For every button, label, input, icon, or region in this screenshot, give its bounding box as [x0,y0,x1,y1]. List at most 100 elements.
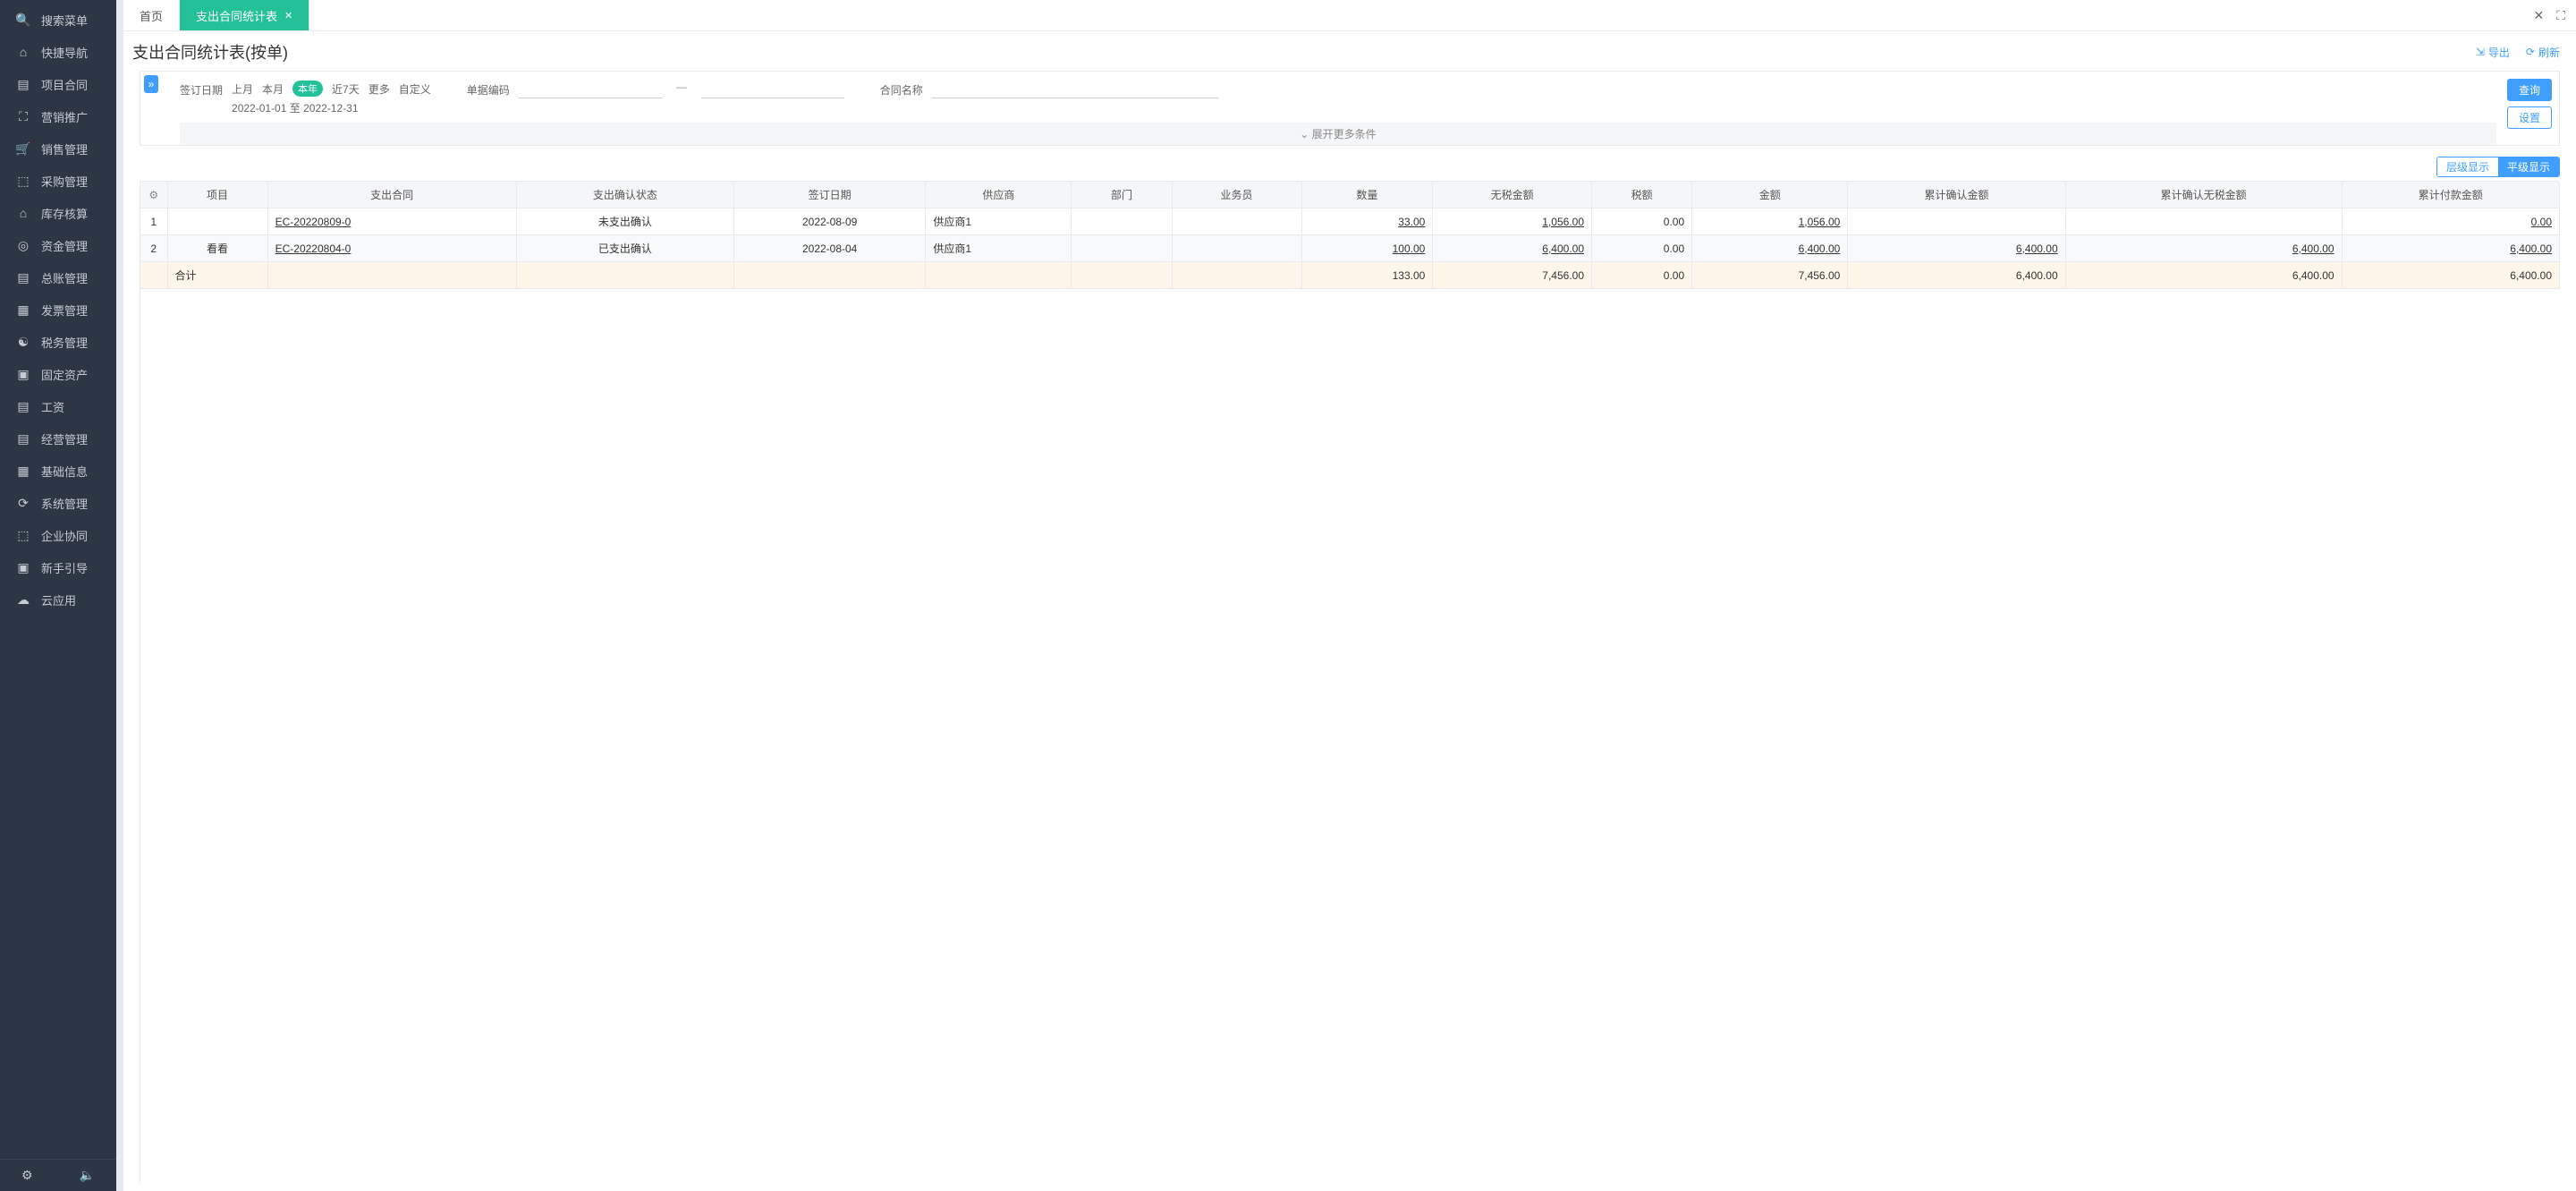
cell-noTax[interactable]: 1,056.00 [1433,208,1592,235]
query-button[interactable]: 查询 [2507,79,2552,101]
cell-link[interactable]: 6,400.00 [2016,242,2058,255]
salary-icon: ▤ [16,399,30,413]
preset-this-month[interactable]: 本月 [262,81,284,97]
table-col-5[interactable]: 供应商 [926,182,1072,208]
table-col-10[interactable]: 税额 [1592,182,1692,208]
tab-close-icon[interactable]: ✕ [284,10,292,21]
tab-home[interactable]: 首页 [123,0,180,30]
table-row[interactable]: 2看看EC-20220804-0已支出确认2022-08-04供应商1100.0… [140,235,2560,262]
refresh-button[interactable]: ⟳ 刷新 [2526,45,2560,60]
table-col-13[interactable]: 累计确认无税金额 [2065,182,2342,208]
cell-cumPaid[interactable]: 0.00 [2342,208,2559,235]
cell-qty[interactable]: 33.00 [1301,208,1433,235]
cell-link[interactable]: 0.00 [2531,216,2552,228]
preset-this-year[interactable]: 本年 [292,81,323,97]
sidebar-item-9[interactable]: ▦发票管理 [0,293,116,326]
settings-button[interactable]: 设置 [2507,106,2552,129]
sidebar-item-18[interactable]: ☁云应用 [0,583,116,616]
date-to: 2022-12-31 [303,102,358,115]
cell-cumConfirmNoTax[interactable]: 6,400.00 [2065,235,2342,262]
tab-active[interactable]: 支出合同统计表 ✕ [180,0,309,30]
fullscreen-icon[interactable]: ⛶ [2556,8,2565,23]
sidebar-item-16[interactable]: ⬚企业协同 [0,519,116,551]
cell-link[interactable]: 6,400.00 [1542,242,1584,255]
sidebar-item-1[interactable]: ⌂快捷导航 [0,36,116,68]
settings-icon[interactable]: ⚙ [21,1168,33,1183]
contract-name-input[interactable] [932,81,1218,98]
sidebar-item-3[interactable]: ⛶营销推广 [0,100,116,132]
cell-amount[interactable]: 6,400.00 [1692,235,1848,262]
date-from: 2022-01-01 [232,102,286,115]
cell-contract[interactable]: EC-20220809-0 [267,208,516,235]
view-layer[interactable]: 层级显示 [2437,157,2498,176]
table-col-11[interactable]: 金额 [1692,182,1848,208]
table-col-6[interactable]: 部门 [1072,182,1172,208]
table-wrap: ⚙ 项目支出合同支出确认状态签订日期供应商部门业务员数量无税金额税额金额累计确认金… [123,181,2576,1191]
sidebar-item-0[interactable]: 🔍搜索菜单 [0,4,116,36]
table-gear-icon[interactable]: ⚙ [148,189,158,201]
sidebar-item-14[interactable]: ▦基础信息 [0,455,116,487]
cell-link[interactable]: 1,056.00 [1799,216,1841,228]
cell-noTax[interactable]: 6,400.00 [1433,235,1592,262]
table-col-2[interactable]: 支出合同 [267,182,516,208]
preset-more[interactable]: 更多 [369,81,390,97]
sidebar-item-13[interactable]: ▤经营管理 [0,422,116,455]
cell-link[interactable]: 33.00 [1398,216,1425,228]
sidebar-item-4[interactable]: 🛒销售管理 [0,132,116,165]
filter-buttons: 查询 设置 [2507,72,2559,145]
filter-collapse-handle[interactable]: » [144,75,158,93]
sidebar-item-15[interactable]: ⟳系统管理 [0,487,116,519]
preset-custom[interactable]: 自定义 [399,81,431,97]
sidebar-item-7[interactable]: ◎资金管理 [0,229,116,261]
sidebar-item-10[interactable]: ☯税务管理 [0,326,116,358]
cell-qty[interactable]: 100.00 [1301,235,1433,262]
cell-link[interactable]: 1,056.00 [1542,216,1584,228]
collab-icon: ⬚ [16,528,30,542]
total-amount: 7,456.00 [1692,262,1848,289]
cell-tax: 0.00 [1592,235,1692,262]
preset-last-month[interactable]: 上月 [232,81,253,97]
export-button[interactable]: ⇲ 导出 [2476,45,2510,60]
cell-link[interactable]: 6,400.00 [2510,242,2552,255]
collapse-sound-icon[interactable]: 🔈 [80,1168,95,1183]
sidebar-item-label: 发票管理 [41,302,88,319]
table-col-1[interactable]: 项目 [167,182,267,208]
sidebar-collapse-strip[interactable] [116,0,123,1191]
cell-link[interactable]: 6,400.00 [1799,242,1841,255]
home-icon: ⌂ [16,45,30,59]
cell-cumPaid[interactable]: 6,400.00 [2342,235,2559,262]
table-col-0[interactable]: ⚙ [140,182,167,208]
sidebar-item-2[interactable]: ▤项目合同 [0,68,116,100]
bill-no-to-input[interactable] [701,81,844,98]
table-col-4[interactable]: 签订日期 [734,182,926,208]
table-col-14[interactable]: 累计付款金额 [2342,182,2559,208]
bill-no-from-input[interactable] [519,81,662,98]
filter-sign-date: 签订日期 上月 本月 本年 近7天 更多 自定义 2022- [180,81,431,115]
expand-more-conditions[interactable]: ⌄ 展开更多条件 [180,123,2496,145]
table-col-7[interactable]: 业务员 [1172,182,1301,208]
cell-link[interactable]: EC-20220809-0 [275,216,352,228]
table-col-9[interactable]: 无税金额 [1433,182,1592,208]
cell-link[interactable]: 100.00 [1393,242,1426,255]
preset-last7[interactable]: 近7天 [332,81,360,97]
sidebar-item-label: 税务管理 [41,334,88,351]
tab-close-all-icon[interactable]: ✕ [2533,8,2544,23]
cell-link[interactable]: 6,400.00 [2292,242,2334,255]
sidebar-item-5[interactable]: ⬚采购管理 [0,165,116,197]
cell-contract[interactable]: EC-20220804-0 [267,235,516,262]
table-col-8[interactable]: 数量 [1301,182,1433,208]
table-col-3[interactable]: 支出确认状态 [516,182,733,208]
cell-amount[interactable]: 1,056.00 [1692,208,1848,235]
cell-cumConfirm[interactable]: 6,400.00 [1848,235,2065,262]
sidebar-item-12[interactable]: ▤工资 [0,390,116,422]
sidebar-item-17[interactable]: ▣新手引导 [0,551,116,583]
view-flat[interactable]: 平级显示 [2498,157,2559,176]
sidebar-item-11[interactable]: ▣固定资产 [0,358,116,390]
sidebar-item-6[interactable]: ⌂库存核算 [0,197,116,229]
table-scroll[interactable]: ⚙ 项目支出合同支出确认状态签订日期供应商部门业务员数量无税金额税额金额累计确认金… [140,181,2560,1184]
table-col-12[interactable]: 累计确认金额 [1848,182,2065,208]
cell-link[interactable]: EC-20220804-0 [275,242,352,255]
sidebar-item-8[interactable]: ▤总账管理 [0,261,116,293]
total-notax: 7,456.00 [1433,262,1592,289]
table-row[interactable]: 1EC-20220809-0未支出确认2022-08-09供应商133.001,… [140,208,2560,235]
